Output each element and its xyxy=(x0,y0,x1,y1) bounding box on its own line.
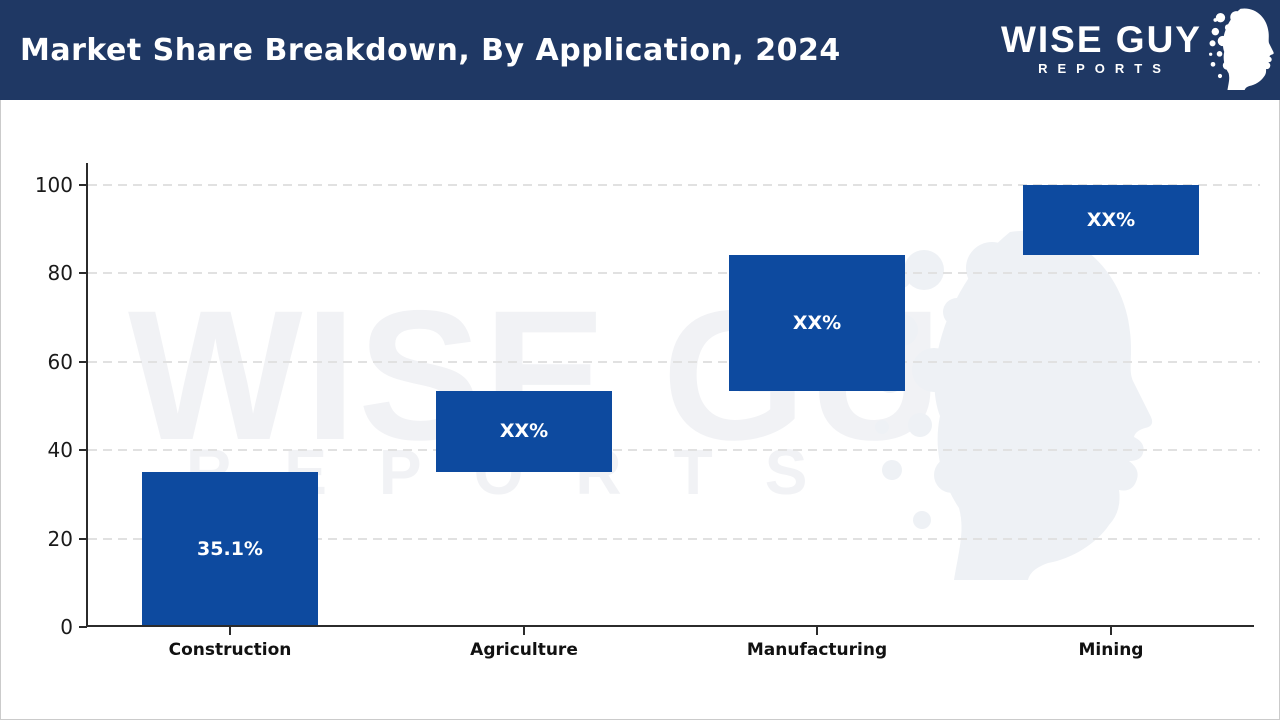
y-axis-line xyxy=(86,163,88,627)
logo-tagline: REPORTS xyxy=(1038,60,1171,76)
x-tick xyxy=(523,627,525,635)
chart-title: Market Share Breakdown, By Application, … xyxy=(20,32,841,68)
y-tick xyxy=(79,449,87,452)
bar-manufacturing: XX% xyxy=(729,254,905,391)
y-tick xyxy=(79,537,87,540)
y-tick-label: 0 xyxy=(60,615,73,639)
x-axis-label: Mining xyxy=(1078,640,1144,660)
bar-value-label: XX% xyxy=(792,311,842,334)
y-grid-line xyxy=(88,537,1260,540)
y-tick-label: 40 xyxy=(47,438,73,463)
wise-guy-head-icon xyxy=(1209,8,1274,90)
y-tick-label: 80 xyxy=(47,261,73,286)
y-tick-label: 20 xyxy=(47,526,73,551)
x-axis-label: Agriculture xyxy=(470,640,578,660)
x-axis-label: Manufacturing xyxy=(746,640,888,660)
bar-construction: 35.1% xyxy=(142,471,318,627)
wise-guy-logo: WISE GUY REPORTS xyxy=(1000,19,1202,76)
logo-name: WISE GUY xyxy=(1000,19,1202,60)
bar-value-label: XX% xyxy=(499,420,549,443)
header-bar: Market Share Breakdown, By Application, … xyxy=(0,0,1280,100)
x-axis-label: Construction xyxy=(168,640,292,660)
bar-mining: XX% xyxy=(1023,185,1199,255)
y-tick-label: 60 xyxy=(47,349,73,374)
x-tick xyxy=(229,627,231,635)
y-grid-line xyxy=(88,449,1260,452)
y-grid-line xyxy=(88,272,1260,275)
y-grid-line xyxy=(88,184,1260,186)
y-tick xyxy=(79,184,87,186)
y-tick xyxy=(79,626,87,628)
bar-value-label: 35.1% xyxy=(197,538,263,561)
y-tick-label: 100 xyxy=(34,173,73,197)
bar-agriculture: XX% xyxy=(436,390,612,472)
waterfall-chart: 0 20 40 60 80 100 Construction Agriculture Manuf… xyxy=(0,100,1280,720)
x-tick xyxy=(816,627,818,635)
y-tick xyxy=(79,360,87,363)
x-axis-line xyxy=(86,625,1254,627)
x-tick xyxy=(1110,627,1112,635)
y-grid-line xyxy=(88,360,1260,363)
y-tick xyxy=(79,272,87,275)
bar-value-label: XX% xyxy=(1086,208,1136,231)
